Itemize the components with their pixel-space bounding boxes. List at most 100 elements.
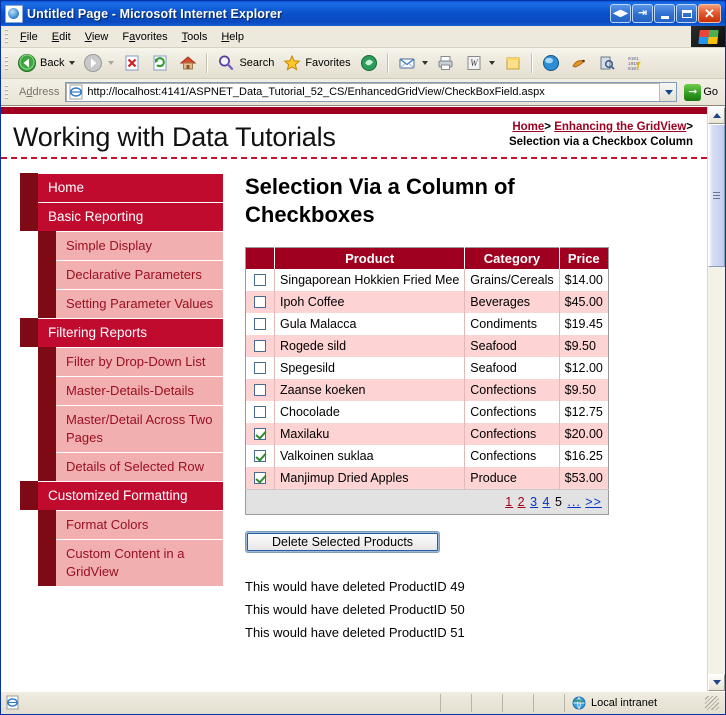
- row-checkbox[interactable]: [254, 340, 266, 352]
- security-zone-pane[interactable]: Local intranet: [565, 694, 725, 712]
- sidebar-item-customized-formatting[interactable]: Customized Formatting: [20, 481, 223, 510]
- row-checkbox[interactable]: [254, 384, 266, 396]
- breadcrumb-link-home[interactable]: Home: [512, 121, 545, 133]
- pager-link-ellipsis[interactable]: ...: [567, 495, 581, 509]
- row-checkbox-cell[interactable]: [245, 357, 275, 379]
- row-checkbox[interactable]: [254, 406, 266, 418]
- delete-selected-products-button[interactable]: Delete Selected Products: [245, 531, 441, 553]
- menu-grip-handle[interactable]: [5, 29, 8, 44]
- breadcrumb: Home> Enhancing the GridView> Selection …: [509, 120, 693, 153]
- row-checkbox[interactable]: [254, 318, 266, 330]
- restore-down-button[interactable]: ⇥: [632, 4, 653, 23]
- research-button[interactable]: [593, 51, 621, 75]
- pager-link-2[interactable]: 2: [517, 495, 526, 509]
- home-button[interactable]: [174, 51, 202, 75]
- sidebar-item-declarative-parameters[interactable]: Declarative Parameters: [20, 260, 223, 289]
- address-chevron-down-icon[interactable]: [659, 83, 677, 101]
- resize-grip[interactable]: [705, 696, 719, 710]
- realplayer-button[interactable]: [565, 51, 593, 75]
- print-button[interactable]: [432, 51, 460, 75]
- sidebar-item-format-colors[interactable]: Format Colors: [20, 510, 223, 539]
- pager-link-4[interactable]: 4: [542, 495, 551, 509]
- sidebar-item-filtering-reports[interactable]: Filtering Reports: [20, 318, 223, 347]
- pager-current-page: 5: [554, 495, 563, 509]
- row-checkbox[interactable]: [254, 450, 266, 462]
- messenger-button[interactable]: [537, 51, 565, 75]
- menu-tools[interactable]: Tools: [181, 30, 208, 43]
- row-checkbox-cell[interactable]: [245, 335, 275, 357]
- close-button[interactable]: ✕: [698, 4, 721, 23]
- encoding-button[interactable]: 0101 1010 0101 ƒ: [621, 51, 649, 75]
- back-button[interactable]: Back: [13, 51, 79, 75]
- mail-button[interactable]: [393, 51, 432, 75]
- breadcrumb-link-section[interactable]: Enhancing the GridView: [554, 121, 687, 133]
- row-checkbox-cell[interactable]: [245, 467, 275, 490]
- row-checkbox-cell[interactable]: [245, 401, 275, 423]
- row-checkbox[interactable]: [254, 428, 266, 440]
- cell-price: $14.00: [559, 269, 609, 291]
- sidebar-item-simple-display[interactable]: Simple Display: [20, 231, 223, 260]
- back-history-chevron-down-icon[interactable]: [69, 61, 76, 65]
- forward-button[interactable]: [79, 51, 118, 75]
- sidebar-accent-bar: [38, 405, 56, 452]
- edit-chevron-down-icon[interactable]: [488, 61, 495, 65]
- media-button[interactable]: [355, 51, 383, 75]
- address-text[interactable]: http://localhost:4141/ASPNET_Data_Tutori…: [87, 86, 545, 98]
- pager-link-next[interactable]: >>: [585, 495, 602, 509]
- stop-button[interactable]: [118, 51, 146, 75]
- favorites-star-icon: [282, 53, 302, 73]
- favorites-button[interactable]: Favorites: [278, 51, 354, 75]
- toolbar-grip-handle[interactable]: [5, 55, 8, 71]
- address-grip-handle[interactable]: [5, 84, 8, 100]
- edit-word-icon: W: [464, 53, 484, 73]
- row-checkbox[interactable]: [254, 472, 266, 484]
- notes-button[interactable]: [499, 51, 527, 75]
- scrollbar-thumb[interactable]: [708, 124, 725, 267]
- minimize-button[interactable]: [654, 4, 675, 23]
- sidebar-item-setting-parameter-values[interactable]: Setting Parameter Values: [20, 289, 223, 318]
- sidebar-item-basic-reporting[interactable]: Basic Reporting: [20, 202, 223, 231]
- row-checkbox-cell[interactable]: [245, 269, 275, 291]
- menu-file[interactable]: File: [20, 30, 38, 43]
- message-line: This would have deleted ProductID 50: [245, 602, 465, 617]
- vertical-scrollbar[interactable]: [707, 107, 725, 691]
- pager-link-3[interactable]: 3: [530, 495, 539, 509]
- sidebar-item-filter-by-drop-down-list[interactable]: Filter by Drop-Down List: [20, 347, 223, 376]
- row-checkbox[interactable]: [254, 296, 266, 308]
- scrollbar-track[interactable]: [708, 124, 725, 674]
- sidebar-item-master-details-details[interactable]: Master-Details-Details: [20, 376, 223, 405]
- products-gridview: Product Category Price Singaporean Hokki…: [245, 247, 609, 515]
- sidebar-item-custom-content-in-a-gridview[interactable]: Custom Content in a GridView: [20, 539, 223, 586]
- sidebar-item-master-detail-across-two-pages[interactable]: Master/Detail Across Two Pages: [20, 405, 223, 452]
- cell-price: $12.75: [559, 401, 609, 423]
- maximize-button[interactable]: [676, 4, 697, 23]
- row-checkbox-cell[interactable]: [245, 379, 275, 401]
- menu-favorites[interactable]: Favorites: [122, 30, 168, 43]
- address-input[interactable]: http://localhost:4141/ASPNET_Data_Tutori…: [65, 82, 678, 102]
- search-button[interactable]: Search: [212, 51, 278, 75]
- menu-help[interactable]: Help: [221, 30, 244, 43]
- menu-view[interactable]: View: [84, 30, 109, 43]
- cell-category: Produce: [464, 467, 560, 490]
- edit-word-button[interactable]: W: [460, 51, 499, 75]
- go-button[interactable]: ➞ Go: [680, 83, 722, 101]
- row-checkbox[interactable]: [254, 362, 266, 374]
- row-checkbox-cell[interactable]: [245, 291, 275, 313]
- row-checkbox-cell[interactable]: [245, 445, 275, 467]
- table-row: Manjimup Dried Apples Produce $53.00: [245, 467, 609, 490]
- row-checkbox[interactable]: [254, 274, 266, 286]
- row-checkbox-cell[interactable]: [245, 423, 275, 445]
- row-checkbox-cell[interactable]: [245, 313, 275, 335]
- refresh-button[interactable]: [146, 51, 174, 75]
- sidebar-item-details-of-selected-row[interactable]: Details of Selected Row: [20, 452, 223, 481]
- pager-link-1[interactable]: 1: [505, 495, 514, 509]
- forward-arrow-icon: [83, 53, 103, 73]
- scroll-up-button[interactable]: [708, 107, 725, 124]
- sidebar-item-home[interactable]: Home: [20, 173, 223, 202]
- menu-edit[interactable]: Edit: [51, 30, 71, 43]
- address-bar: Address http://localhost:4141/ASPNET_Dat…: [1, 79, 725, 106]
- title-bar: Untitled Page - Microsoft Internet Explo…: [1, 1, 725, 26]
- mail-chevron-down-icon[interactable]: [421, 61, 428, 65]
- restore-group-button[interactable]: ◀▶: [610, 4, 631, 23]
- scroll-down-button[interactable]: [708, 674, 725, 691]
